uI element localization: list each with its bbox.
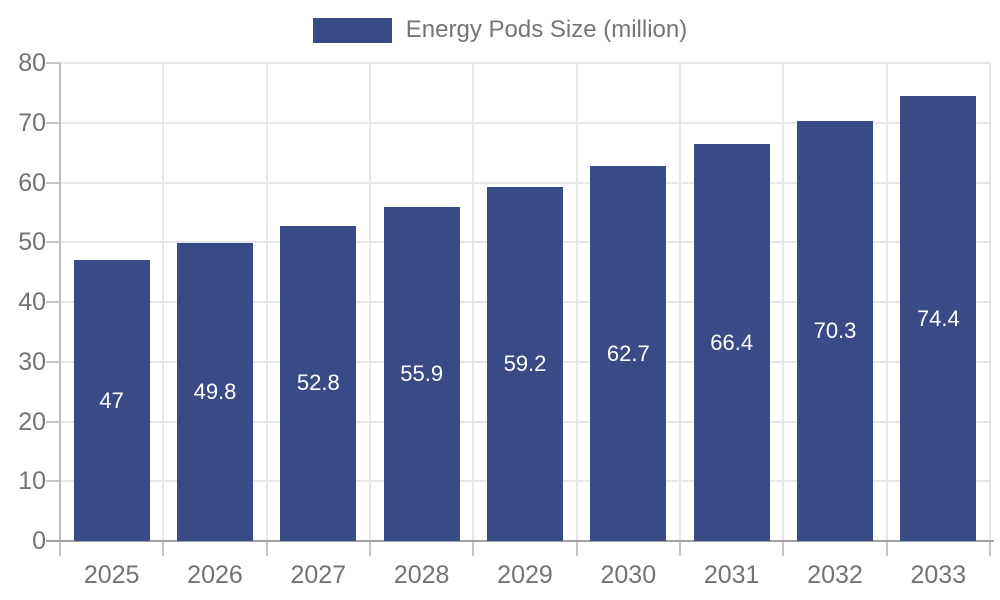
x-axis-tick <box>782 541 785 556</box>
bar-value-label: 49.8 <box>193 379 237 405</box>
x-gridline <box>989 63 991 541</box>
y-gridline <box>60 62 990 64</box>
x-axis-label: 2030 <box>600 561 657 589</box>
y-axis-tick <box>46 301 60 303</box>
x-axis-label: 2025 <box>83 561 140 589</box>
bar: 49.8 <box>177 243 253 541</box>
x-axis-label: 2032 <box>807 561 863 589</box>
y-axis-label: 20 <box>18 407 46 436</box>
bar-value-label: 47 <box>99 387 124 413</box>
x-axis-tick <box>575 541 578 556</box>
x-axis-label: 2026 <box>187 561 243 589</box>
x-gridline <box>265 63 268 541</box>
x-axis-tick <box>989 541 991 556</box>
y-axis-label: 70 <box>18 108 46 137</box>
y-axis-line <box>59 63 61 541</box>
y-gridline <box>60 181 990 184</box>
x-axis-tick <box>679 541 681 556</box>
bar: 59.2 <box>487 187 563 541</box>
x-axis-label: 2033 <box>910 561 967 589</box>
x-gridline <box>472 63 475 541</box>
x-gridline <box>162 63 165 541</box>
bar: 47 <box>73 260 150 541</box>
x-axis-label: 2031 <box>703 561 760 589</box>
legend: Energy Pods Size (million) <box>0 16 1000 44</box>
x-axis-tick <box>885 541 888 556</box>
bar: 70.3 <box>797 120 873 541</box>
y-axis-tick <box>46 181 60 184</box>
bar: 74.4 <box>900 96 977 541</box>
bar-value-label: 74.4 <box>916 305 960 331</box>
y-axis-label: 10 <box>18 467 46 496</box>
bar: 55.9 <box>383 206 460 541</box>
x-gridline <box>575 63 578 541</box>
x-axis-tick <box>472 541 475 556</box>
bar-value-label: 66.4 <box>710 329 754 355</box>
bar: 52.8 <box>280 225 357 541</box>
y-axis-tick <box>46 360 60 363</box>
y-axis-label: 30 <box>18 347 46 376</box>
x-axis-tick <box>369 541 371 556</box>
x-axis-line <box>46 540 994 542</box>
y-gridline <box>60 121 990 124</box>
x-axis-tick <box>162 541 165 556</box>
x-gridline <box>369 63 371 541</box>
bar: 62.7 <box>590 166 667 541</box>
bar-value-label: 52.8 <box>296 370 340 396</box>
x-gridline <box>885 63 888 541</box>
legend-label: Energy Pods Size (million) <box>405 16 688 43</box>
y-axis-label: 40 <box>18 288 46 316</box>
bar-value-label: 59.2 <box>503 351 547 377</box>
y-axis-tick <box>46 121 60 124</box>
x-axis-label: 2027 <box>290 561 347 589</box>
y-axis-label: 50 <box>18 228 46 257</box>
x-gridline <box>782 63 785 541</box>
y-axis-tick <box>46 241 60 244</box>
bar-value-label: 70.3 <box>813 317 857 343</box>
y-axis-label: 60 <box>18 168 46 197</box>
x-axis-tick <box>59 541 61 556</box>
x-axis-label: 2028 <box>393 561 450 589</box>
x-axis-label: 2029 <box>497 561 553 589</box>
x-axis-tick <box>265 541 268 556</box>
legend-swatch <box>312 17 392 43</box>
bar-value-label: 62.7 <box>606 340 650 366</box>
y-axis-label: 80 <box>18 49 46 77</box>
x-gridline <box>679 63 681 541</box>
y-axis-tick <box>46 420 60 423</box>
bar: 66.4 <box>693 144 770 541</box>
y-axis-tick <box>46 480 60 483</box>
y-axis-tick <box>46 62 60 64</box>
y-axis-label: 0 <box>32 527 46 555</box>
bar-value-label: 55.9 <box>400 360 444 386</box>
